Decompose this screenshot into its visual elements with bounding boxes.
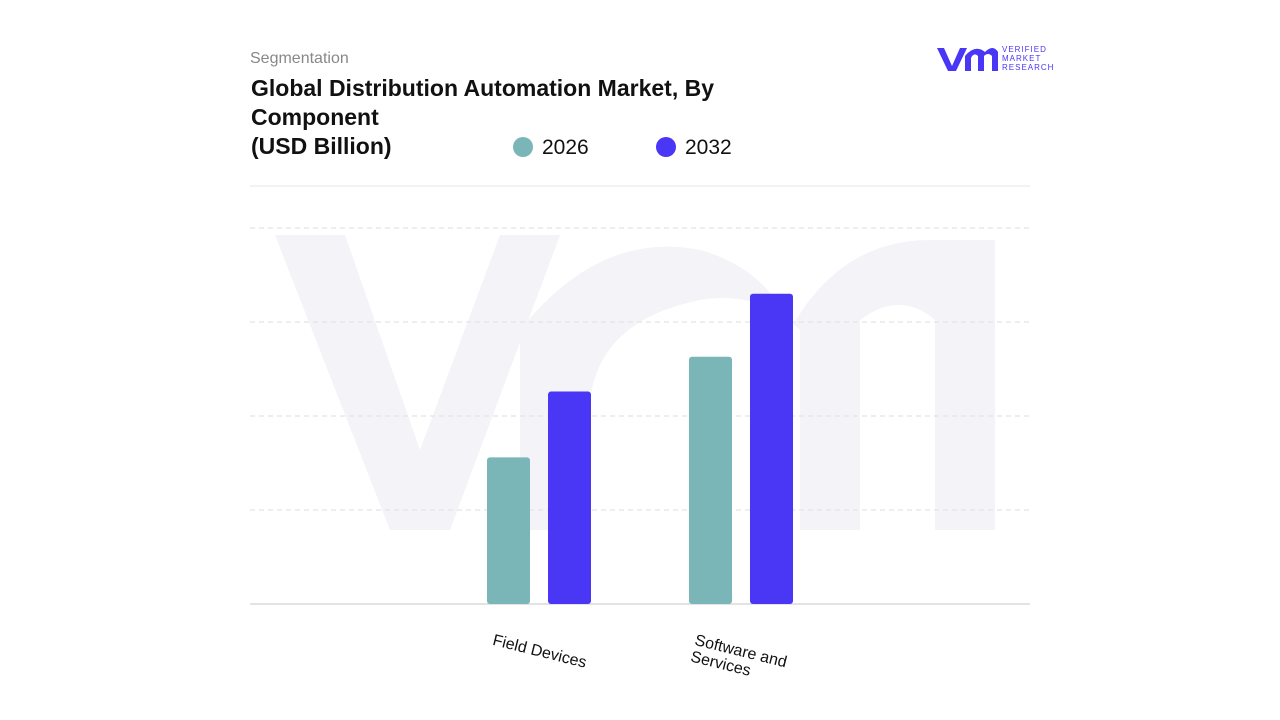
legend-label: 2026 — [542, 136, 589, 159]
logo-text: RESEARCH — [1002, 63, 1054, 72]
bar — [689, 356, 732, 604]
legend-label: 2032 — [685, 136, 732, 159]
logo: VERIFIED MARKET RESEARCH — [937, 45, 1054, 72]
logo-mark — [937, 48, 998, 71]
legend-marker — [513, 137, 533, 157]
watermark-v — [275, 235, 560, 530]
subtitle-text: (USD Billion) — [251, 133, 392, 159]
logo-text: MARKET — [1002, 54, 1041, 63]
bar — [750, 293, 793, 604]
section-label: Segmentation — [250, 50, 349, 67]
bar — [548, 391, 591, 604]
legend-marker — [656, 137, 676, 157]
title-text: Global Distribution Automation Market, B… — [251, 75, 714, 130]
watermark — [275, 235, 995, 530]
watermark-m — [520, 240, 995, 530]
chart-title: Global Distribution Automation Market, B… — [251, 74, 751, 161]
bar — [487, 457, 530, 604]
logo-text: VERIFIED — [1002, 45, 1047, 54]
